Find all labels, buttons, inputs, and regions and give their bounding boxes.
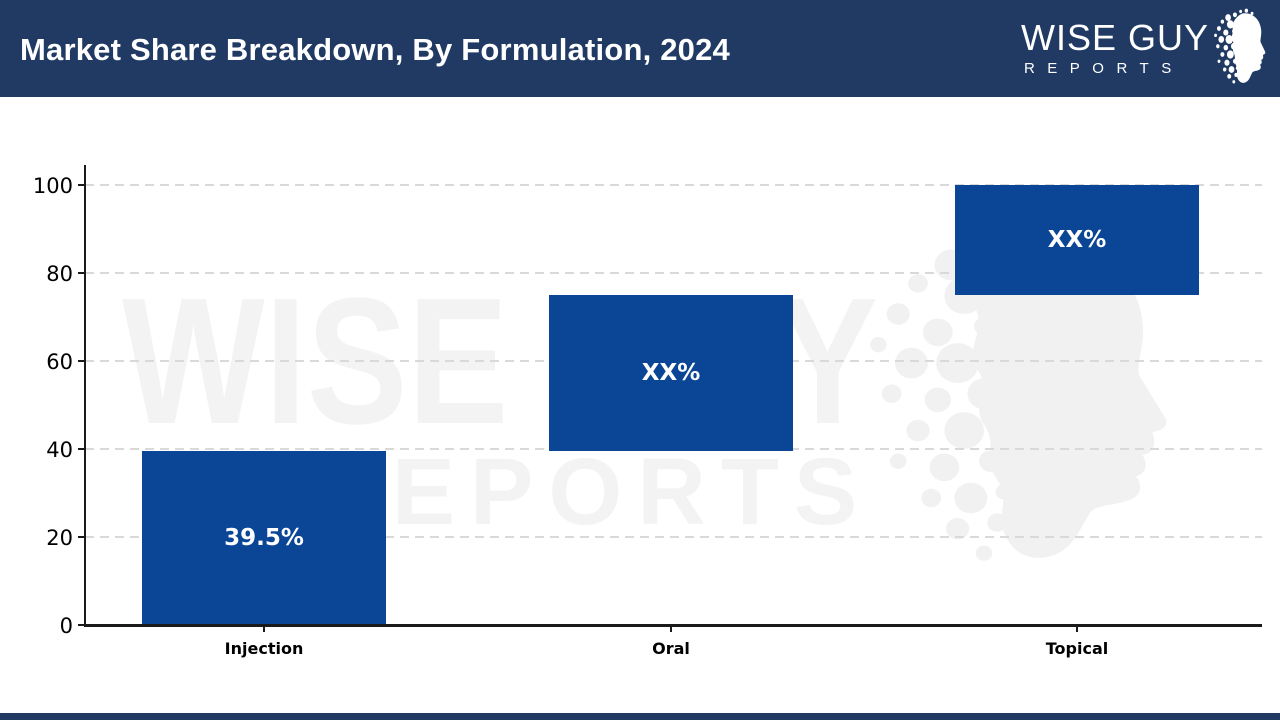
footer-bar: [0, 713, 1280, 720]
bar-oral: XX%: [549, 295, 793, 452]
y-tick-mark-80: [78, 272, 85, 274]
logo-subtitle: REPORTS: [1023, 60, 1184, 77]
y-tick-label-100: 100: [32, 174, 73, 198]
x-tick-label-injection: Injection: [224, 639, 304, 658]
y-tick-label-20: 20: [46, 526, 73, 550]
x-axis-line: [84, 624, 1262, 627]
brand-logo: WISE GUY REPORTS: [1021, 0, 1268, 97]
x-tick-label-topical: Topical: [1045, 639, 1109, 658]
gridline-80: [85, 272, 1262, 274]
y-tick-mark-20: [78, 536, 85, 538]
x-tick-mark-topical: [1076, 625, 1078, 632]
gridline-20: [85, 536, 1262, 538]
y-tick-label-0: 0: [59, 614, 73, 638]
chart-title: Market Share Breakdown, By Formulation, …: [20, 32, 730, 67]
y-tick-label-40: 40: [46, 438, 73, 462]
x-tick-mark-injection: [263, 625, 265, 632]
watermark-subtitle: REPORTS: [308, 439, 873, 545]
y-tick-label-80: 80: [46, 262, 73, 286]
x-tick-mark-oral: [670, 625, 672, 632]
gridline-100: [85, 184, 1262, 186]
x-tick-label-oral: Oral: [652, 639, 690, 658]
y-axis-line: [84, 165, 86, 627]
brand-logo-text: WISE GUY REPORTS: [1020, 17, 1209, 78]
logo-wordmark: WISE GUY: [1020, 17, 1209, 58]
bar-injection: 39.5%: [142, 451, 386, 625]
bar-value-label: XX%: [1047, 227, 1107, 253]
y-tick-mark-100: [78, 184, 85, 186]
header-bar: Market Share Breakdown, By Formulation, …: [0, 0, 1280, 97]
bar-value-label: XX%: [641, 360, 701, 387]
bar-value-label: 39.5%: [224, 525, 304, 552]
y-tick-mark-60: [78, 360, 85, 362]
y-tick-label-60: 60: [46, 350, 73, 374]
y-tick-mark-0: [78, 624, 85, 626]
bar-topical: XX%: [955, 185, 1199, 295]
y-tick-mark-40: [78, 448, 85, 450]
